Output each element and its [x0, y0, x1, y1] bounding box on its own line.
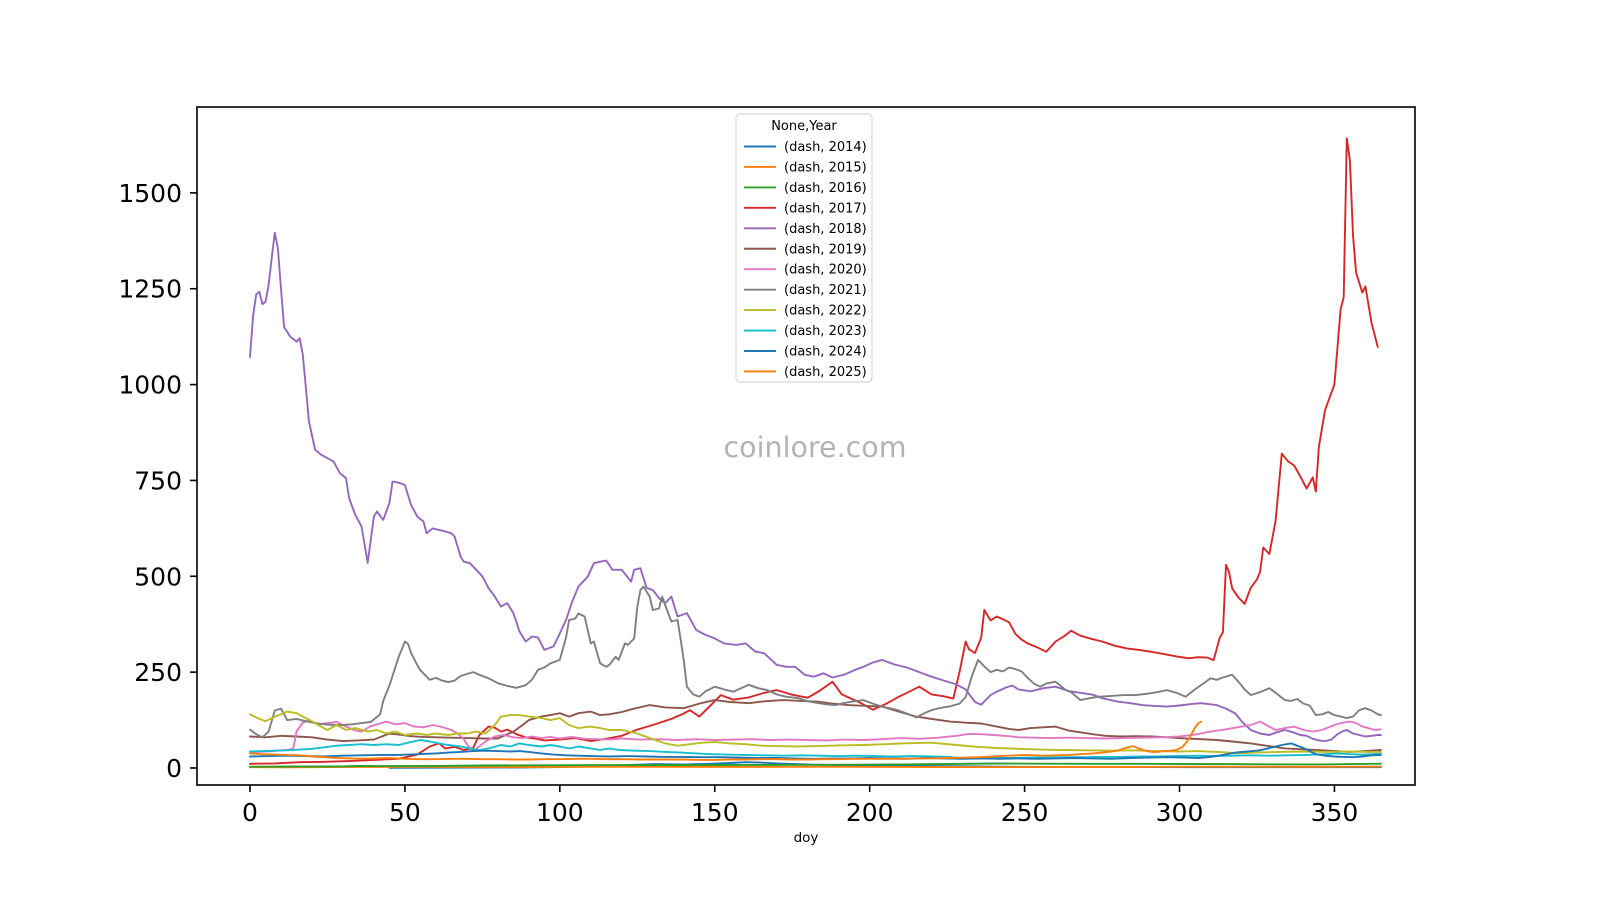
legend-item-label: (dash, 2021) — [784, 283, 867, 298]
legend-item-label: (dash, 2020) — [784, 263, 867, 278]
series-line-2017 — [249, 137, 1379, 765]
y-tick-label: 750 — [134, 466, 182, 495]
series-layer — [249, 137, 1382, 769]
legend-entry-2017: (dash, 2017) — [744, 201, 867, 216]
legend-entry-2020: (dash, 2020) — [744, 263, 867, 278]
x-tick-label: 50 — [389, 798, 421, 827]
y-tick-label: 1250 — [118, 275, 182, 304]
x-tick-label: 0 — [242, 798, 258, 827]
axis-layer: 0 50 100 150 200 250 300 350 0 250 500 750 1000 1250 1… — [118, 106, 1416, 827]
x-axis-label: doy — [794, 830, 819, 846]
legend-box — [735, 113, 873, 383]
legend-item-label: (dash, 2022) — [784, 304, 867, 319]
y-tick-label: 500 — [134, 562, 182, 591]
x-tick-label: 200 — [846, 798, 894, 827]
series-line-2025 — [249, 720, 1203, 761]
legend-item-label: (dash, 2014) — [784, 140, 867, 155]
y-tick-label: 1500 — [118, 179, 182, 208]
x-tick-label: 150 — [691, 798, 739, 827]
legend-entry-2019: (dash, 2019) — [744, 242, 867, 257]
series-line-2022 — [249, 710, 1382, 755]
watermark: coinlore.com — [724, 431, 907, 464]
legend: None,Year (dash, 2014)(dash, 2015)(dash,… — [735, 113, 873, 383]
legend-entry-2021: (dash, 2021) — [744, 283, 867, 298]
plot-border — [196, 106, 1416, 786]
legend-entry-2014: (dash, 2014) — [744, 140, 867, 155]
x-tick-label: 350 — [1311, 798, 1359, 827]
legend-entry-2024: (dash, 2024) — [744, 345, 867, 360]
series-line-2018 — [249, 231, 1382, 743]
y-tick-label: 1000 — [118, 371, 182, 400]
legend-entry-2025: (dash, 2025) — [744, 365, 867, 380]
series-line-2020 — [249, 719, 1382, 754]
legend-entry-2023: (dash, 2023) — [744, 324, 867, 339]
x-tick-label: 250 — [1001, 798, 1049, 827]
series-line-2016 — [249, 762, 1382, 768]
legend-entry-2022: (dash, 2022) — [744, 304, 867, 319]
x-tick-label: 300 — [1156, 798, 1204, 827]
y-tick-label: 250 — [134, 658, 182, 687]
y-tick-label: 0 — [166, 754, 182, 783]
legend-item-label: (dash, 2019) — [784, 242, 867, 257]
legend-item-label: (dash, 2025) — [784, 365, 867, 380]
legend-entries: (dash, 2014) (dash, 2015) (dash, 2016) (das… — [744, 140, 867, 380]
legend-entry-2015: (dash, 2015) — [744, 160, 867, 175]
legend-item-label: (dash, 2015) — [784, 160, 867, 175]
legend-item-label: (dash, 2018) — [784, 222, 867, 237]
legend-item-label: (dash, 2023) — [784, 324, 867, 339]
legend-entry-2016: (dash, 2016) — [744, 181, 867, 196]
legend-item-label: (dash, 2017) — [784, 201, 867, 216]
legend-entry-2018: (dash, 2018) — [744, 222, 867, 237]
series-line-2021 — [249, 585, 1382, 739]
series-line-2023 — [249, 739, 1382, 760]
legend-item-label: (dash, 2016) — [784, 181, 867, 196]
x-tick-label: 100 — [536, 798, 584, 827]
legend-item-label: (dash, 2024) — [784, 345, 867, 360]
legend-title: None,Year — [771, 119, 837, 134]
